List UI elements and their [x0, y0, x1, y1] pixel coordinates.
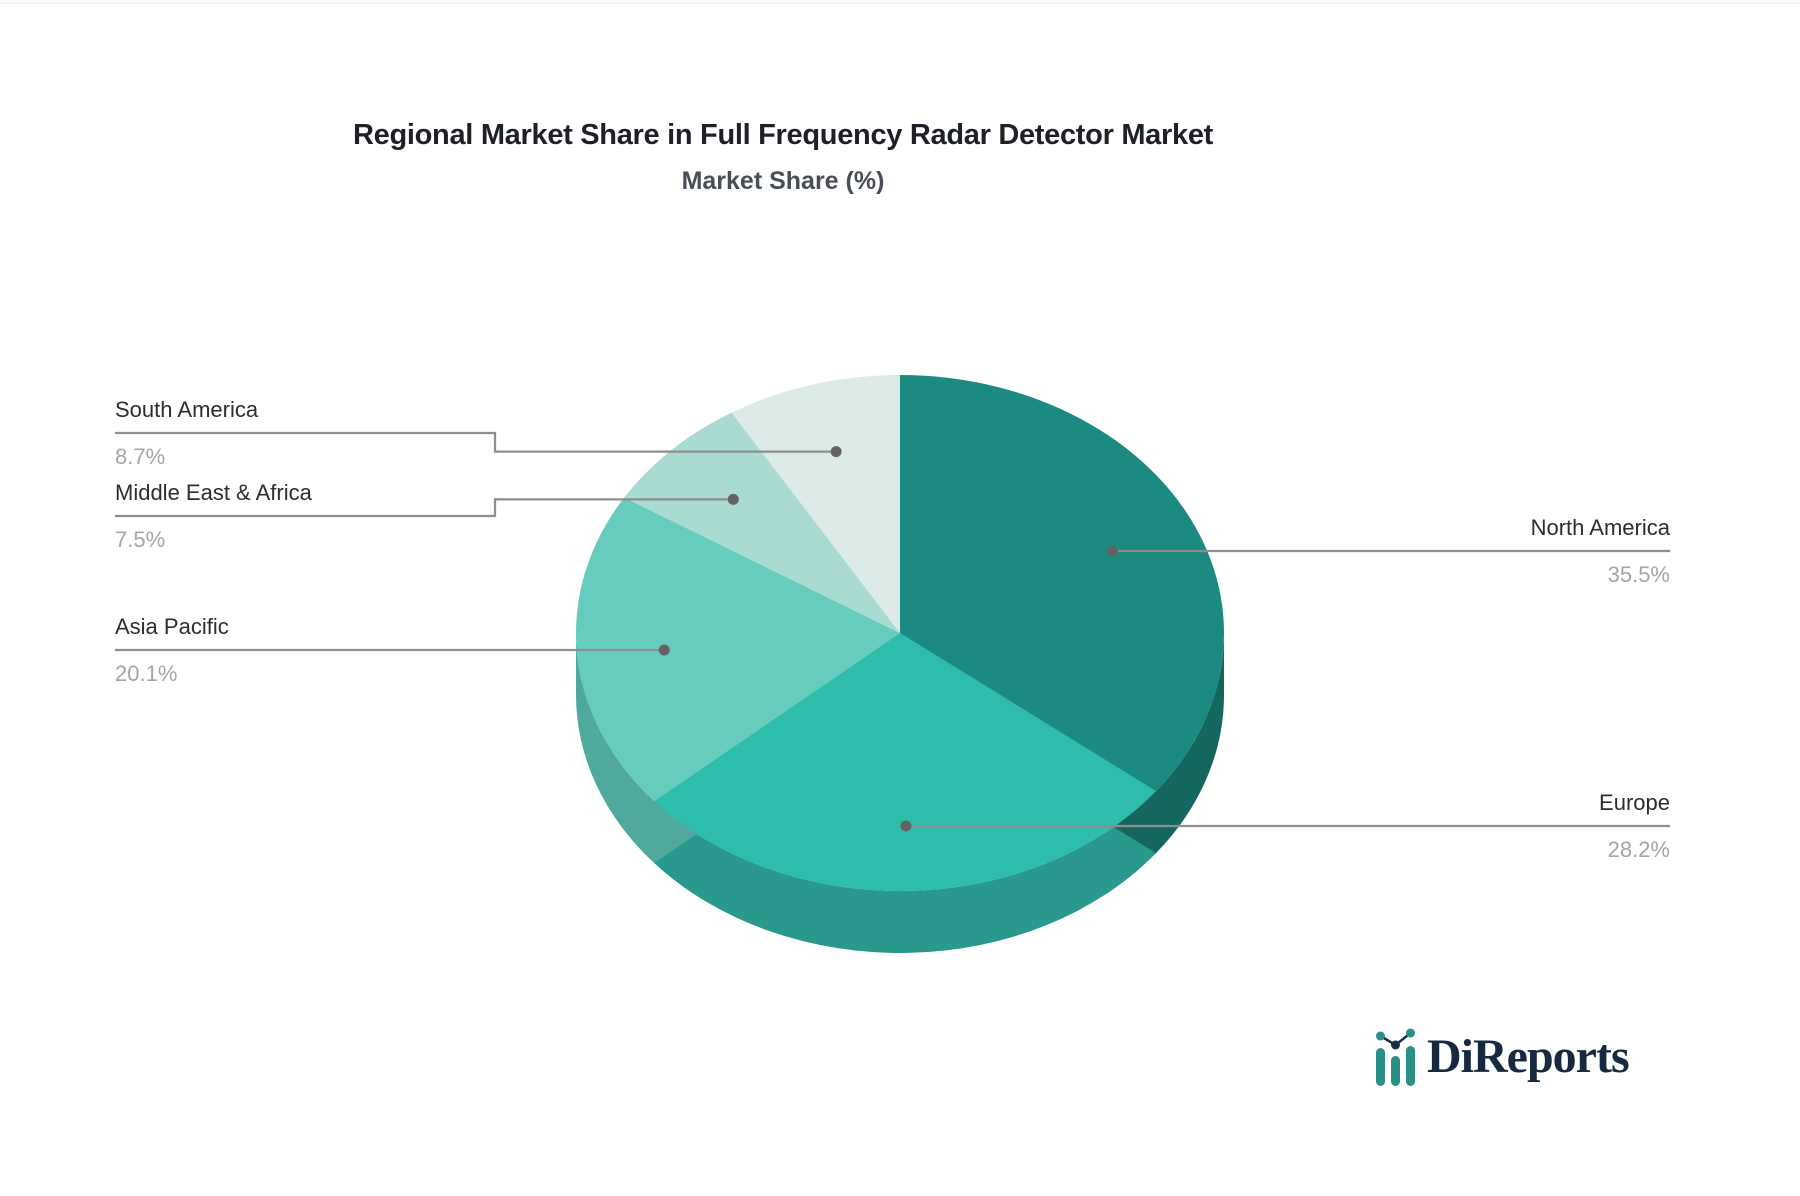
slice-rim-north-america [1156, 633, 1224, 854]
slice-asia-pacific[interactable] [575, 497, 900, 802]
direports-logo: DiReports [1376, 1026, 1630, 1088]
leader-dot-south-america [830, 446, 842, 458]
slice-label: Europe [1599, 790, 1670, 815]
leader-dot-asia-pacific [658, 644, 670, 656]
slice-callout-south-america: South America 8.7% [115, 396, 258, 471]
slice-callout-north-america: North America 35.5% [1531, 514, 1670, 589]
slice-label: Middle East & Africa [115, 480, 312, 505]
slice-south-america[interactable] [731, 375, 900, 633]
direports-logo-icon [1376, 1028, 1415, 1086]
slice-callout-asia-pacific: Asia Pacific 20.1% [115, 613, 229, 688]
leader-dot-north-america [1106, 545, 1118, 557]
chart-subtitle: Market Share (%) [681, 167, 885, 195]
slice-callout-middle-east-africa: Middle East & Africa 7.5% [115, 479, 312, 554]
slice-value: 28.2% [1607, 837, 1670, 862]
slice-value: 35.5% [1607, 562, 1670, 587]
leader-line-south-america [115, 431, 837, 453]
leader-line-middle-east-africa [115, 498, 734, 518]
leader-dot-europe [900, 820, 912, 832]
window-edge-strip [0, 0, 1800, 4]
leader-dot-middle-east-africa [727, 493, 739, 505]
slice-callout-europe: Europe 28.2% [1599, 789, 1670, 864]
slice-value: 20.1% [115, 661, 178, 686]
slice-label: North America [1530, 515, 1670, 540]
slice-rim-asia-pacific [576, 633, 655, 864]
slice-label: South America [115, 397, 259, 422]
direports-logo-text: DiReports [1427, 1030, 1630, 1083]
chart-title: Regional Market Share in Full Frequency … [353, 119, 1213, 151]
slice-north-america[interactable] [900, 375, 1224, 792]
slice-value: 8.7% [115, 444, 166, 469]
slice-value: 7.5% [115, 527, 166, 552]
slice-rim-europe [654, 791, 1157, 953]
slice-middle-east-africa[interactable] [624, 412, 900, 633]
slice-label: Asia Pacific [115, 614, 229, 639]
